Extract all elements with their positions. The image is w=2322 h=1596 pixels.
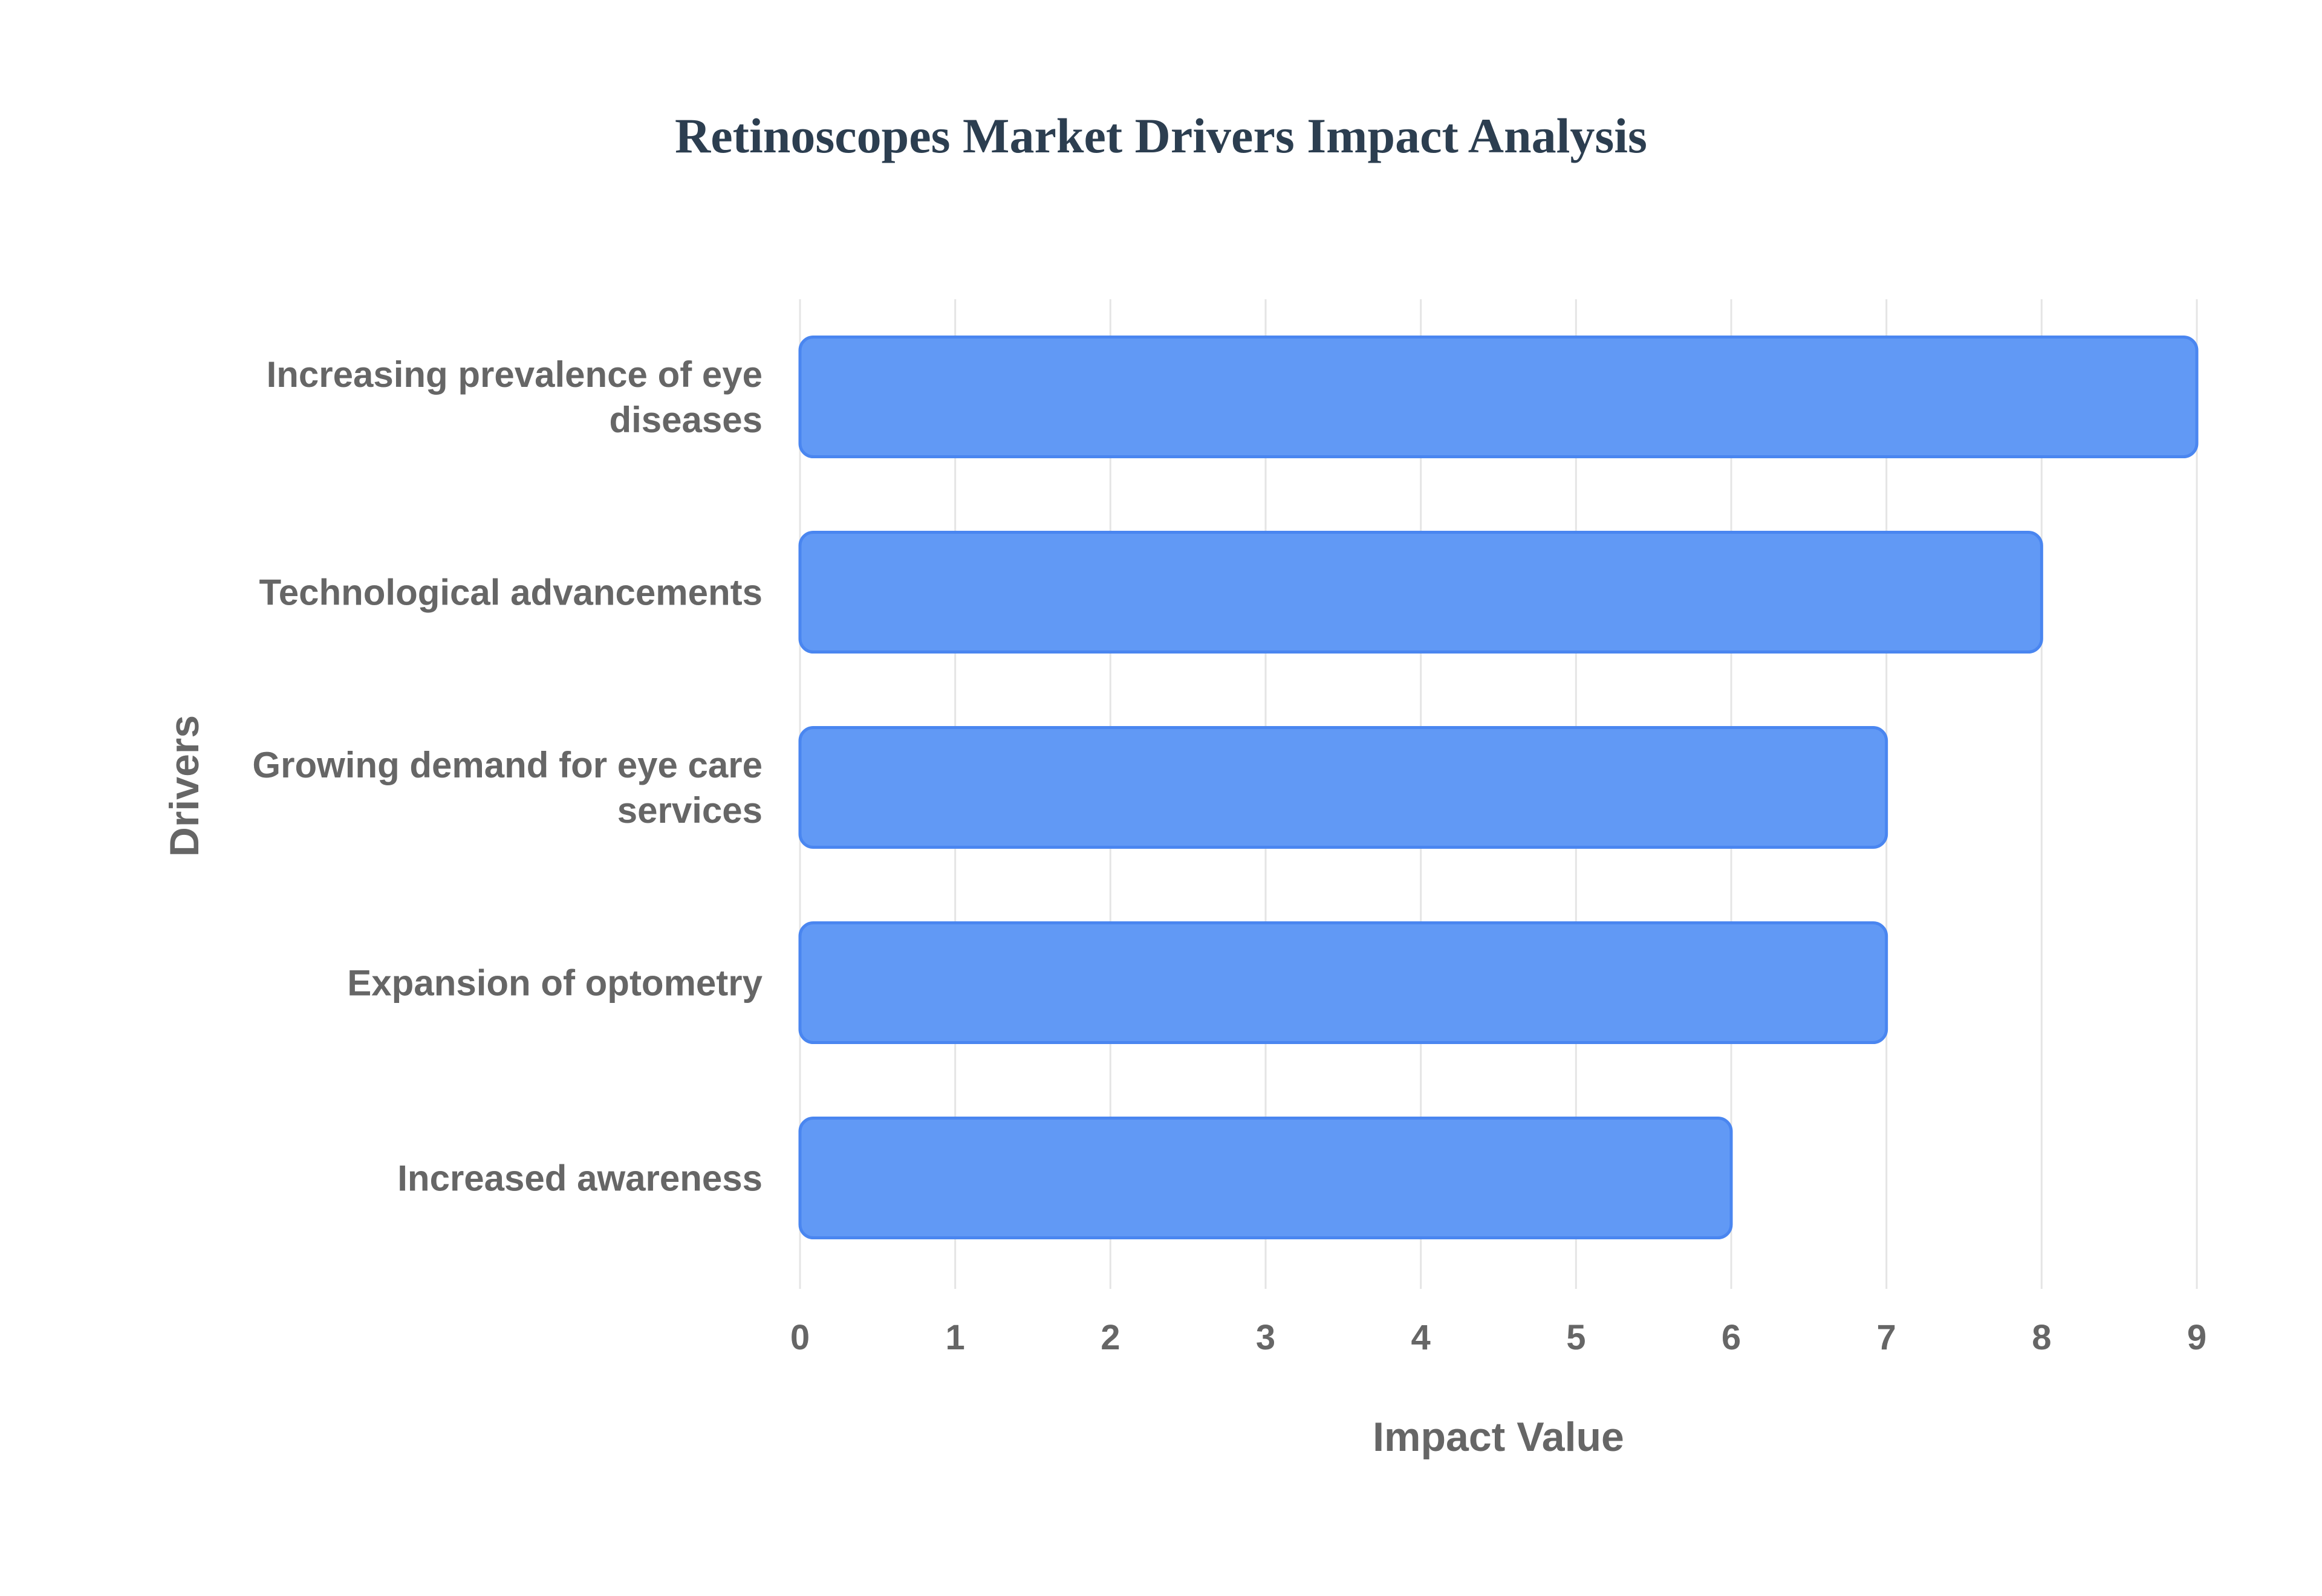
- x-axis-title: Impact Value: [1373, 1414, 1624, 1460]
- x-tick-label: 6: [1722, 1318, 1741, 1357]
- bar: [798, 531, 2043, 654]
- x-tick-labels: 0 1 2 3 4 5 6 7 8 9: [790, 1318, 2207, 1357]
- bar: [798, 921, 1888, 1044]
- bar: [798, 336, 2199, 458]
- bars: [798, 336, 2199, 1239]
- x-tick-label: 0: [790, 1318, 810, 1357]
- x-tick-label: 9: [2187, 1318, 2207, 1357]
- category-label-line: Expansion of optometry: [347, 963, 763, 1004]
- category-label-line: services: [617, 790, 763, 831]
- category-label-line: Increased awareness: [397, 1158, 763, 1199]
- y-axis-title: Drivers: [161, 715, 207, 857]
- category-label: Increasing prevalence of eye diseases: [267, 354, 763, 440]
- category-label-line: Increasing prevalence of eye: [267, 354, 763, 395]
- chart-title: Retinoscopes Market Drivers Impact Analy…: [675, 108, 1647, 163]
- category-label: Technological advancements: [259, 573, 763, 613]
- x-tick-label: 2: [1101, 1318, 1120, 1357]
- category-label-line: Growing demand for eye care: [252, 745, 763, 785]
- x-tick-label: 5: [1566, 1318, 1585, 1357]
- x-tick-label: 8: [2032, 1318, 2051, 1357]
- category-label-line: diseases: [609, 400, 763, 440]
- bar: [798, 726, 1888, 849]
- x-tick-label: 4: [1411, 1318, 1431, 1357]
- x-tick-label: 7: [1877, 1318, 1896, 1357]
- bar: [798, 1117, 1733, 1239]
- category-label: Increased awareness: [397, 1158, 763, 1199]
- category-label: Expansion of optometry: [347, 963, 763, 1004]
- category-label: Growing demand for eye care services: [252, 745, 763, 831]
- category-label-line: Technological advancements: [259, 573, 763, 613]
- x-tick-label: 3: [1256, 1318, 1275, 1357]
- x-tick-label: 1: [946, 1318, 965, 1357]
- category-labels: Increasing prevalence of eye diseases Tech…: [252, 354, 763, 1199]
